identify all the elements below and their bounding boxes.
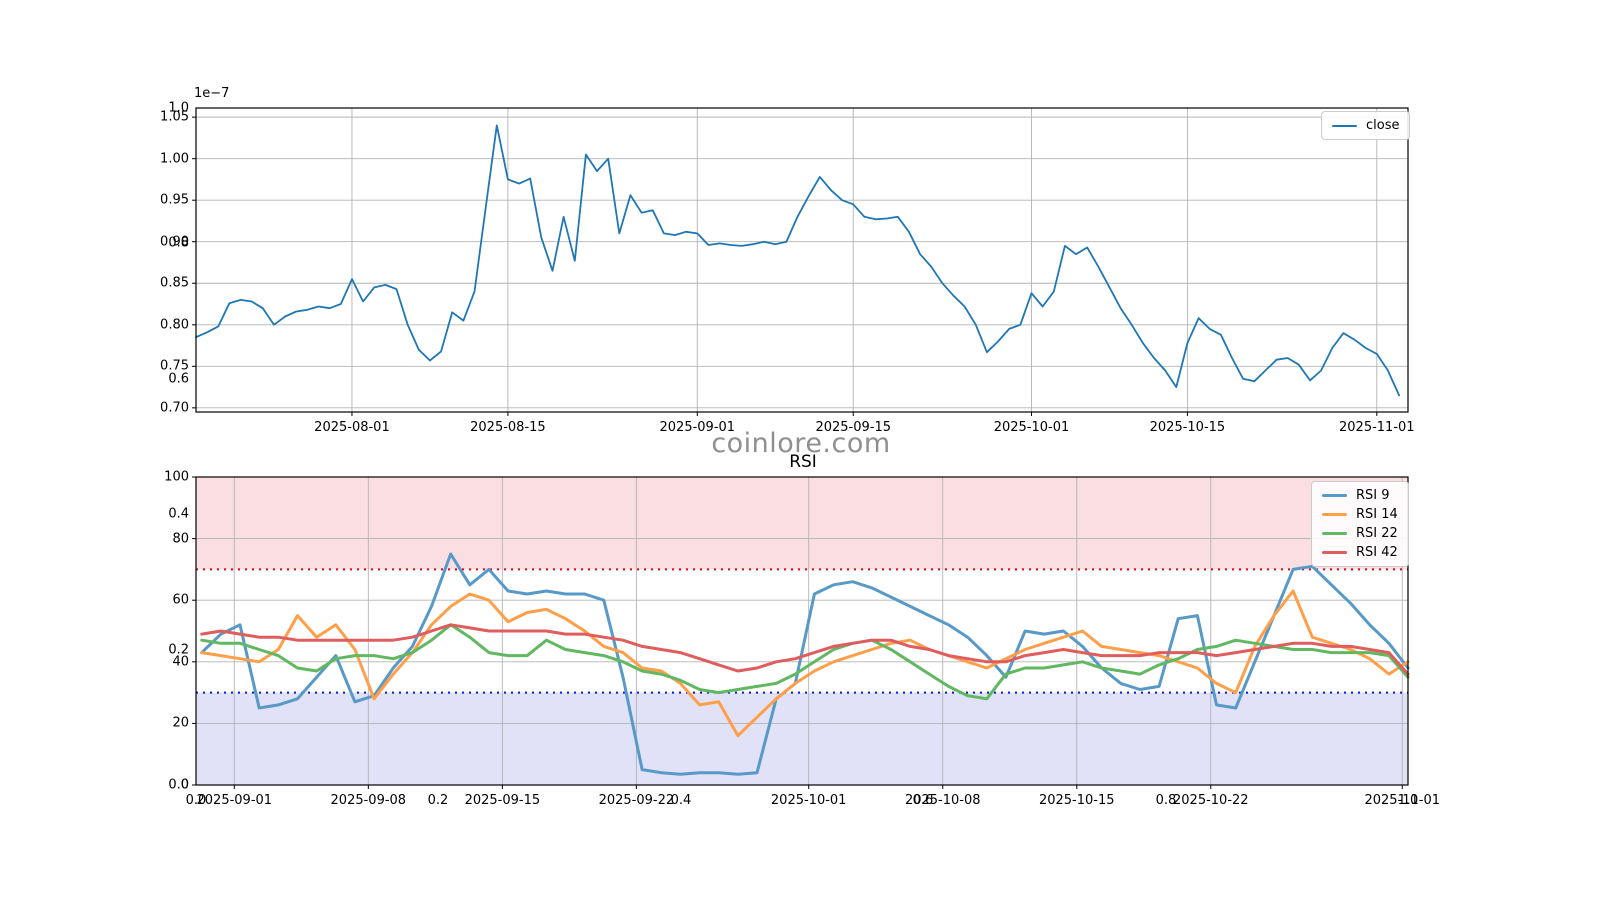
price-y-tick-label: 0.90 [160, 234, 189, 250]
legend-entry: RSI 14 [1321, 505, 1399, 524]
legend-label: close [1366, 118, 1400, 133]
overbought-band [196, 477, 1408, 570]
rsi-x-tick-label: 2025-09-22 [598, 793, 675, 808]
price-plot [192, 107, 1409, 416]
rsi-x-tick-label: 2025-11-01 [1364, 793, 1441, 808]
legend-entry: close [1331, 116, 1400, 135]
price-x-tick-label: 2025-10-15 [1149, 420, 1226, 435]
y-axis-offset-label: 1e−7 [194, 86, 230, 101]
price-y-tick-label: 1.00 [160, 151, 189, 167]
legend-entry: RSI 9 [1321, 486, 1399, 505]
overlay-x-tick-label: 0.0 [185, 793, 207, 808]
series-line-rsi-14 [200, 589, 1410, 738]
overlay-y-tick-label: 0.0 [168, 777, 189, 793]
price-plot-border [195, 107, 1409, 413]
rsi-plot-border [195, 476, 1409, 786]
oversold-band [196, 692, 1408, 785]
price-x-tick-label: 2025-08-15 [470, 420, 546, 435]
series-line-close [195, 124, 1400, 397]
overlay-y-tick-label: 0.2 [168, 642, 189, 658]
rsi-y-tick-label: 100 [164, 469, 189, 485]
overlay-y-tick-label: 0.4 [168, 506, 189, 522]
legend-label: RSI 42 [1356, 545, 1398, 560]
rsi-chart-title: RSI [789, 452, 817, 472]
rsi-y-tick-label: 60 [172, 592, 189, 608]
overlay-x-tick-label: 0.6 [912, 793, 934, 808]
legend-label: RSI 9 [1356, 488, 1390, 503]
price-x-tick-label: 2025-11-01 [1339, 420, 1415, 435]
legend-entry: RSI 22 [1321, 524, 1399, 543]
rsi-y-tick-label: 20 [172, 715, 189, 731]
price-y-tick-label: 0.75 [160, 358, 189, 374]
price-y-tick-label: 1.05 [160, 109, 189, 125]
price-y-tick-label: 0.95 [160, 192, 189, 208]
rsi-x-tick-label: 2025-10-15 [1038, 793, 1115, 808]
legend-line-swatch [1322, 494, 1347, 497]
overlay-x-tick-label: 0.8 [1155, 793, 1177, 808]
overlay-x-tick-label: 1.0 [1397, 793, 1419, 808]
legend-line-swatch [1322, 513, 1347, 516]
overlay-y-tick-label: 1.0 [168, 100, 189, 116]
price-x-tick-label: 2025-09-15 [815, 420, 892, 435]
legend-line-swatch [1332, 124, 1357, 127]
price-x-tick-label: 2025-10-01 [993, 420, 1070, 435]
rsi-x-tick-label: 2025-10-22 [1173, 793, 1249, 808]
rsi-x-tick-label: 2025-09-15 [464, 793, 541, 808]
rsi-x-tick-label: 2025-10-08 [904, 793, 981, 808]
rsi-legend: RSI 9 RSI 14 RSI 22 RSI 42 [1311, 481, 1409, 567]
rsi-y-tick-label: 80 [172, 531, 189, 547]
overlay-y-tick-label: 0.6 [168, 371, 189, 387]
legend-entry: RSI 42 [1321, 543, 1399, 562]
rsi-y-tick-label: 40 [172, 654, 189, 670]
price-y-tick-label: 0.85 [160, 275, 189, 291]
legend-label: RSI 14 [1356, 507, 1398, 522]
rsi-plot [192, 476, 1410, 789]
price-x-tick-label: 2025-08-01 [314, 420, 390, 435]
legend-label: RSI 22 [1356, 526, 1398, 541]
legend-line-swatch [1322, 551, 1347, 554]
rsi-y-tick-label: 0 [180, 777, 189, 793]
legend-line-swatch [1322, 532, 1347, 535]
overlay-x-tick-label: 0.4 [670, 793, 692, 808]
series-line-rsi-22 [200, 623, 1410, 701]
rsi-x-tick-label: 2025-09-08 [330, 793, 407, 808]
overlay-y-tick-label: 0.8 [168, 235, 189, 251]
series-line-rsi-42 [200, 623, 1410, 676]
price-y-tick-label: 0.70 [160, 400, 189, 416]
overlay-x-tick-label: 0.2 [427, 793, 449, 808]
price-legend: close [1321, 111, 1411, 140]
rsi-x-tick-label: 2025-09-01 [196, 793, 273, 808]
watermark: coinlore.com [711, 428, 891, 459]
price-y-tick-label: 0.80 [160, 317, 189, 333]
price-x-tick-label: 2025-09-01 [659, 420, 736, 435]
rsi-x-tick-label: 2025-10-01 [770, 793, 847, 808]
